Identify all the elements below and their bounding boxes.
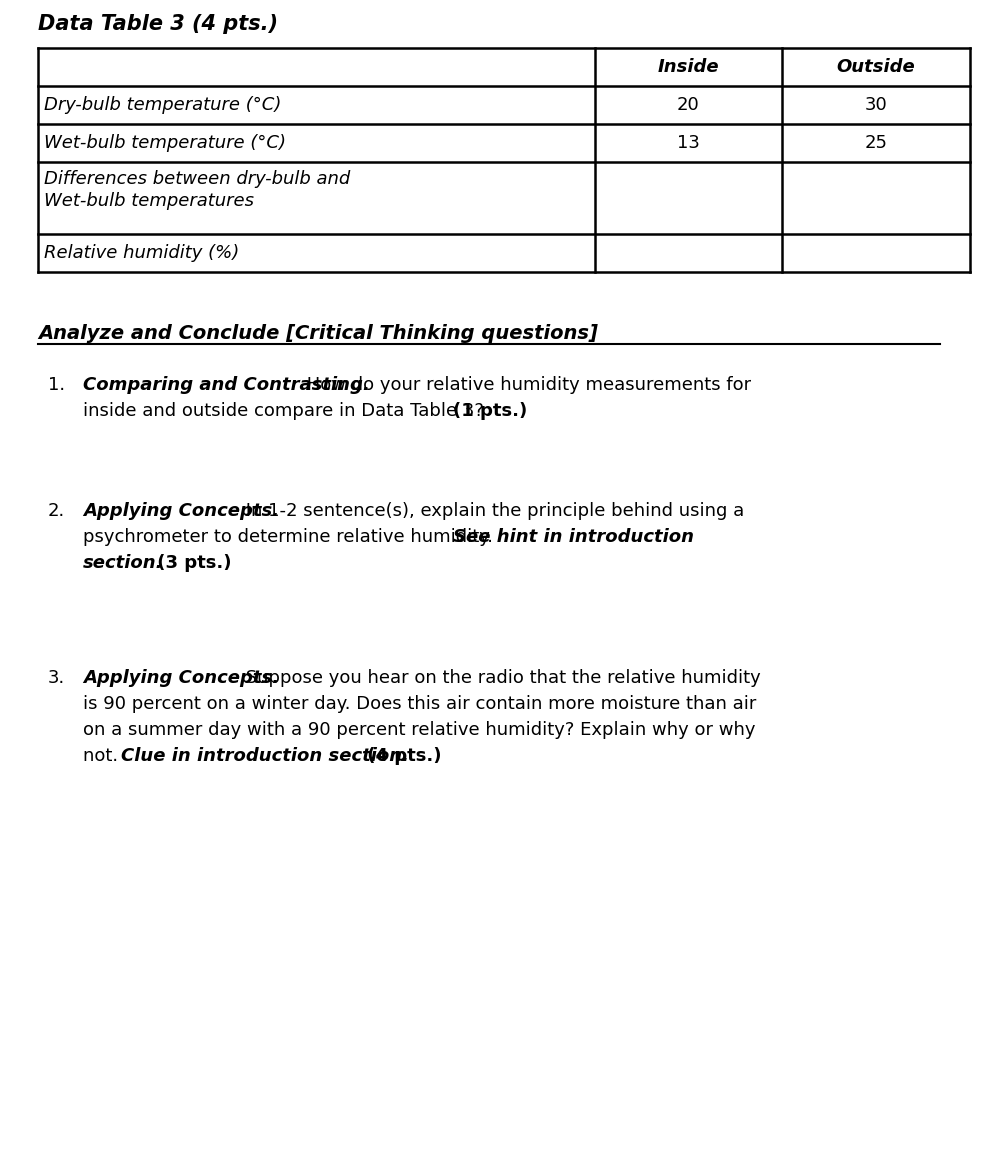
Text: Comparing and Contrasting.: Comparing and Contrasting. [83, 376, 370, 394]
Text: How do your relative humidity measurements for: How do your relative humidity measuremen… [301, 376, 751, 394]
Text: 20: 20 [677, 96, 700, 114]
Text: Applying Concepts.: Applying Concepts. [83, 669, 279, 687]
Text: Suppose you hear on the radio that the relative humidity: Suppose you hear on the radio that the r… [240, 669, 761, 687]
Text: 2.: 2. [48, 502, 66, 520]
Text: 13: 13 [677, 134, 700, 151]
Text: 30: 30 [865, 96, 887, 114]
Text: Inside: Inside [657, 58, 720, 76]
Text: psychrometer to determine relative humidity.: psychrometer to determine relative humid… [83, 528, 499, 546]
Text: In 1-2 sentence(s), explain the principle behind using a: In 1-2 sentence(s), explain the principl… [240, 502, 744, 520]
Text: (3 pts.): (3 pts.) [151, 555, 232, 572]
Text: 3.: 3. [48, 669, 66, 687]
Text: Analyze and Conclude [Critical Thinking questions]: Analyze and Conclude [Critical Thinking … [38, 324, 598, 343]
Text: See hint in introduction: See hint in introduction [453, 528, 694, 546]
Text: Wet-bulb temperatures: Wet-bulb temperatures [44, 192, 254, 210]
Text: 25: 25 [865, 134, 887, 151]
Text: Dry-bulb temperature (°C): Dry-bulb temperature (°C) [44, 96, 281, 114]
Text: Wet-bulb temperature (°C): Wet-bulb temperature (°C) [44, 134, 286, 151]
Text: (1 pts.): (1 pts.) [453, 402, 527, 421]
Text: Differences between dry-bulb and: Differences between dry-bulb and [44, 170, 350, 188]
Text: section.: section. [83, 555, 163, 572]
Text: is 90 percent on a winter day. Does this air contain more moisture than air: is 90 percent on a winter day. Does this… [83, 696, 756, 713]
Text: Relative humidity (%): Relative humidity (%) [44, 243, 239, 262]
Text: not.: not. [83, 747, 124, 765]
Text: Data Table 3 (4 pts.): Data Table 3 (4 pts.) [38, 14, 278, 34]
Text: Applying Concepts.: Applying Concepts. [83, 502, 279, 520]
Text: Outside: Outside [837, 58, 915, 76]
Text: 1.: 1. [48, 376, 66, 394]
Text: on a summer day with a 90 percent relative humidity? Explain why or why: on a summer day with a 90 percent relati… [83, 721, 756, 739]
Text: Clue in introduction section.: Clue in introduction section. [121, 747, 409, 765]
Text: inside and outside compare in Data Table 3?: inside and outside compare in Data Table… [83, 402, 490, 421]
Text: (4 pts.): (4 pts.) [361, 747, 442, 765]
